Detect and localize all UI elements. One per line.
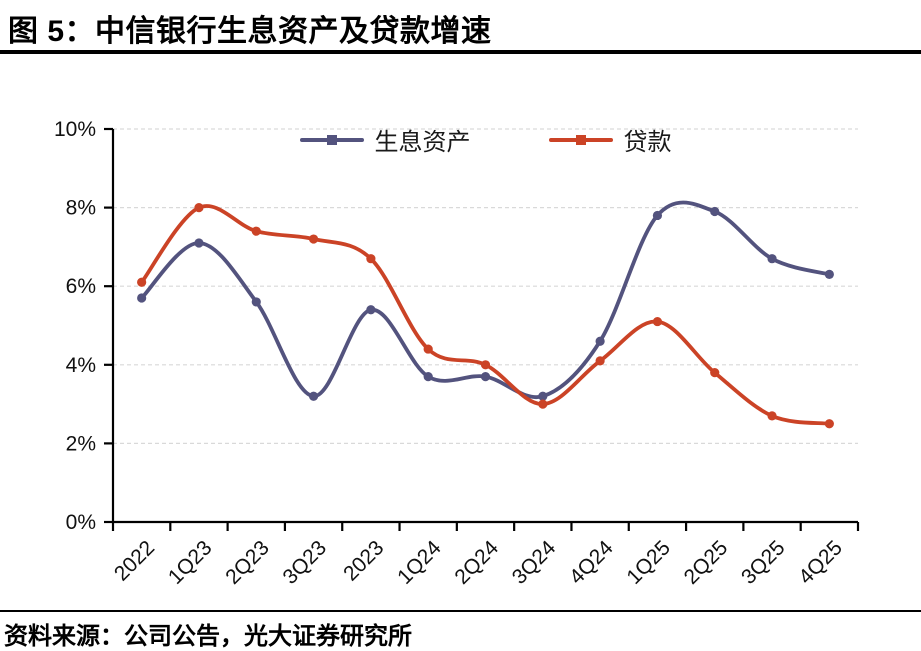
footer-divider <box>0 610 921 612</box>
x-tick-label: 2Q24 <box>450 536 503 589</box>
x-tick-label: 1Q23 <box>164 536 217 589</box>
x-tick-label: 3Q25 <box>737 536 790 589</box>
data-point-1 <box>366 254 376 264</box>
y-tick-label: 0% <box>66 511 96 534</box>
data-point-0 <box>652 210 663 221</box>
data-point-1 <box>423 344 433 354</box>
data-point-1 <box>137 277 147 287</box>
data-point-0 <box>538 391 548 401</box>
x-tick-label: 1Q24 <box>393 536 446 589</box>
x-tick-label: 4Q25 <box>794 536 847 589</box>
x-tick-label: 2Q25 <box>680 536 733 589</box>
x-tick-label: 2022 <box>110 536 159 585</box>
data-point-0 <box>366 305 376 315</box>
data-point-1 <box>595 356 605 366</box>
data-point-1 <box>480 360 491 370</box>
data-point-0 <box>251 297 261 307</box>
source-note: 资料来源：公司公告，光大证券研究所 <box>4 623 412 650</box>
x-tick-label: 4Q24 <box>565 536 618 589</box>
x-tick-label: 3Q24 <box>508 536 561 589</box>
legend-label-assets: 生息资产 <box>374 129 471 156</box>
data-point-0 <box>595 336 605 346</box>
legend-label-loans: 贷款 <box>623 129 672 156</box>
x-tick-label: 2Q23 <box>221 536 274 589</box>
y-tick-label: 8% <box>66 197 96 220</box>
data-point-0 <box>423 371 433 382</box>
title-underline <box>0 50 921 54</box>
chart-legend: 生息资产 贷款 <box>113 122 858 157</box>
data-point-0 <box>767 254 777 264</box>
data-point-0 <box>308 391 319 401</box>
data-point-0 <box>480 371 491 382</box>
y-tick-label: 2% <box>66 432 96 455</box>
assets-line-marker-icon <box>299 134 364 145</box>
data-point-0 <box>137 293 147 303</box>
legend-item-assets: 生息资产 <box>299 122 471 157</box>
x-tick-label: 1Q25 <box>622 536 675 589</box>
x-tick-label: 3Q23 <box>279 536 332 589</box>
data-point-1 <box>251 226 261 236</box>
series-line-1 <box>139 204 832 426</box>
axes <box>111 129 858 524</box>
data-point-0 <box>824 269 834 280</box>
y-tick-label: 6% <box>66 275 96 298</box>
data-point-0 <box>194 238 204 248</box>
data-point-1 <box>538 399 548 409</box>
data-point-0 <box>710 206 720 217</box>
loans-line-marker-icon <box>548 134 613 145</box>
data-point-1 <box>824 419 834 429</box>
figure-title: 图 5：中信银行生息资产及贷款增速 <box>8 15 492 48</box>
data-point-1 <box>308 234 319 244</box>
data-point-1 <box>194 203 204 213</box>
data-point-1 <box>652 316 663 327</box>
x-tick-label: 2023 <box>339 536 388 585</box>
y-tick-label: 4% <box>66 354 96 377</box>
data-point-1 <box>767 411 777 421</box>
data-point-1 <box>710 368 720 378</box>
legend-item-loans: 贷款 <box>548 122 672 157</box>
y-tick-label: 10% <box>54 118 96 141</box>
